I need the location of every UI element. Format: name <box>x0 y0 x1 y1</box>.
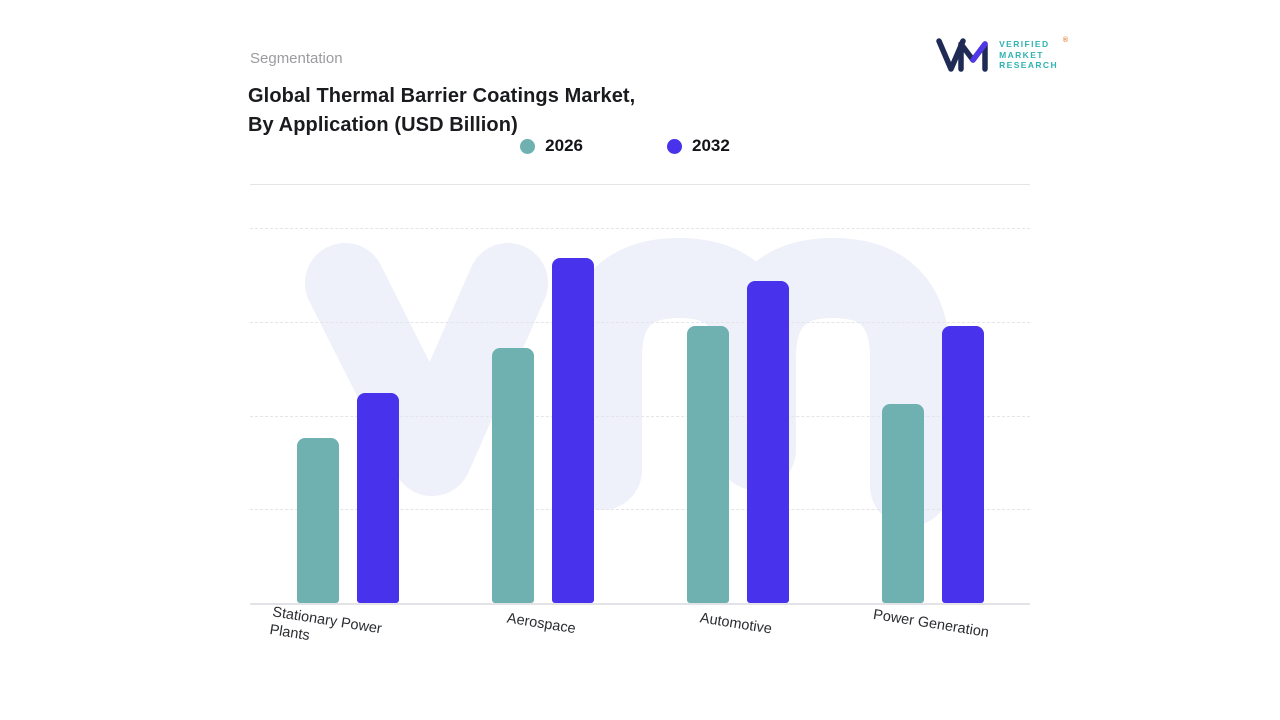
bar-2026-power-generation <box>881 404 924 603</box>
vmr-logo-text: VERIFIED MARKET RESEARCH ® <box>999 37 1068 71</box>
bar-group-power-generation <box>835 228 1030 603</box>
legend-dot-2032 <box>667 138 682 154</box>
x-axis-label-power-generation: Power Generation <box>872 606 991 641</box>
bar-2032-power-generation <box>941 325 984 603</box>
plot-area <box>250 228 1030 603</box>
vmr-logo: VERIFIED MARKET RESEARCH ® <box>936 37 1068 72</box>
bar-group-stationary-power-plants <box>250 228 445 603</box>
bar-2032-stationary-power-plants <box>356 393 399 603</box>
bar-2032-aerospace <box>551 258 594 603</box>
bar-group-aerospace <box>445 228 640 603</box>
x-label-cell-stationary-power-plants: Stationary Power Plants <box>250 604 445 651</box>
bar-2026-aerospace <box>491 348 534 603</box>
bar-group-automotive <box>640 228 835 603</box>
gridline <box>250 415 1030 417</box>
legend-label-2032: 2032 <box>692 136 730 155</box>
x-axis-label-aerospace: Aerospace <box>505 610 577 638</box>
x-label-cell-power-generation: Power Generation <box>835 607 1030 651</box>
x-axis-labels: Stationary Power Plants Aerospace Automoti… <box>250 604 1030 651</box>
bar-2032-automotive <box>746 280 789 603</box>
legend-dot-2026 <box>520 138 536 154</box>
bar-2026-automotive <box>686 325 729 603</box>
chart-legend: 2026 2032 <box>250 136 1030 156</box>
gridline <box>250 321 1030 323</box>
legend-label-2026: 2026 <box>545 136 583 155</box>
vmr-logo-text-line2: MARKET <box>999 49 1044 60</box>
legend-item-2026: 2026 <box>520 136 583 156</box>
gridline <box>250 228 1030 229</box>
bar-2026-stationary-power-plants <box>296 438 339 603</box>
legend-item-2032: 2032 <box>667 136 730 156</box>
section-label: Segmentation <box>250 50 343 67</box>
vmr-logo-text-line1: VERIFIED <box>999 39 1050 50</box>
gridline <box>250 509 1030 511</box>
chart-title: Global Thermal Barrier Coatings Market, … <box>248 82 635 140</box>
chart-title-line2: By Application (USD Billion) <box>248 114 518 136</box>
x-label-cell-automotive: Automotive <box>640 610 835 651</box>
vmr-logo-text-line3: RESEARCH <box>999 60 1058 71</box>
x-axis-label-stationary-power-plants: Stationary Power Plants <box>267 604 383 645</box>
registered-trademark-symbol: ® <box>1062 37 1068 45</box>
chart-title-line1: Global Thermal Barrier Coatings Market, <box>248 85 636 107</box>
bar-chart <box>250 228 1030 605</box>
x-axis-label-automotive: Automotive <box>699 610 774 638</box>
x-label-cell-aerospace: Aerospace <box>445 611 640 651</box>
header-divider <box>250 184 1030 185</box>
vmr-logo-mark <box>936 38 988 72</box>
